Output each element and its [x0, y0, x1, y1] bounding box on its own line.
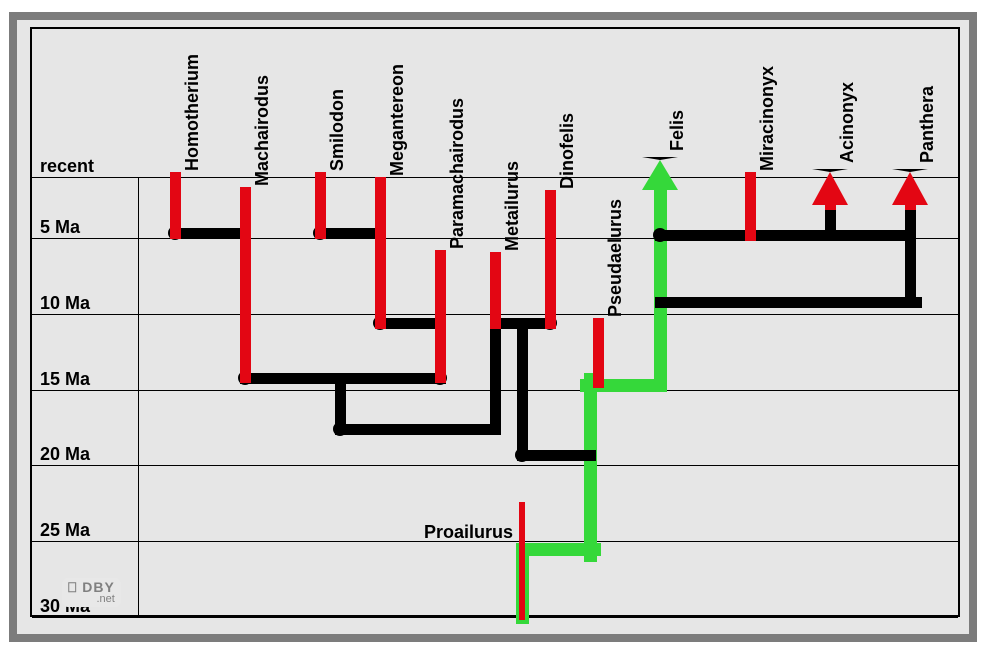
taxon-label: Pseudaelurus: [605, 199, 626, 317]
taxon-range-bar: [490, 252, 501, 329]
yaxis-tick-label: 15 Ma: [40, 369, 90, 390]
root-taxon-label: Proailurus: [424, 522, 513, 543]
black-branch: [655, 230, 916, 241]
taxon-label: Megantereon: [387, 64, 408, 176]
yaxis-tick-label: 25 Ma: [40, 520, 90, 541]
chart-area: recent5 Ma10 Ma15 Ma20 Ma25 Ma30 MaHomot…: [30, 27, 960, 617]
taxon-range-bar: [593, 318, 604, 388]
gridline: [32, 617, 958, 618]
green-lineage-branch: [584, 449, 597, 562]
taxon-label: Panthera: [917, 86, 938, 163]
yaxis-tick-label: 5 Ma: [40, 217, 80, 238]
yaxis-tick-label: recent: [40, 156, 94, 177]
node-dot: [333, 422, 347, 436]
taxon-range-bar: [170, 172, 181, 239]
arrow-stem: [825, 195, 836, 210]
black-branch: [517, 318, 528, 461]
black-branch: [335, 424, 501, 435]
yaxis-tick-label: 10 Ma: [40, 293, 90, 314]
taxon-range-bar: [375, 177, 386, 329]
taxon-label: Felis: [667, 110, 688, 151]
taxon-range-bar: [240, 187, 251, 383]
taxon-range-bar: [315, 172, 326, 239]
taxon-label: Homotherium: [182, 54, 203, 171]
green-lineage-branch: [654, 176, 667, 392]
taxon-label: Acinonyx: [837, 82, 858, 163]
arrow-stem: [905, 195, 916, 210]
gridline: [32, 465, 958, 466]
taxon-range-bar: [745, 172, 756, 241]
ylabel-column-separator: [138, 177, 139, 617]
taxon-label: Machairodus: [252, 75, 273, 186]
source-watermark: ⎕ DBY.net: [62, 578, 121, 607]
black-branch: [905, 197, 916, 308]
taxon-range-bar: [435, 250, 446, 383]
panel-border: recent5 Ma10 Ma15 Ma20 Ma25 Ma30 MaHomot…: [9, 12, 977, 642]
yaxis-tick-label: 20 Ma: [40, 444, 90, 465]
black-branch: [490, 318, 501, 435]
node-dot: [515, 448, 529, 462]
taxon-label: Smilodon: [327, 89, 348, 171]
black-branch: [655, 297, 922, 308]
figure-container: recent5 Ma10 Ma15 Ma20 Ma25 Ma30 MaHomot…: [0, 0, 987, 654]
taxon-label: Metailurus: [502, 161, 523, 251]
node-dot: [653, 228, 667, 242]
root-range-bar: [519, 502, 525, 620]
extant-arrowhead: [642, 157, 678, 190]
taxon-range-bar: [545, 190, 556, 329]
taxon-label: Paramachairodus: [447, 98, 468, 249]
taxon-label: Dinofelis: [557, 113, 578, 189]
taxon-label: Miracinonyx: [757, 66, 778, 171]
